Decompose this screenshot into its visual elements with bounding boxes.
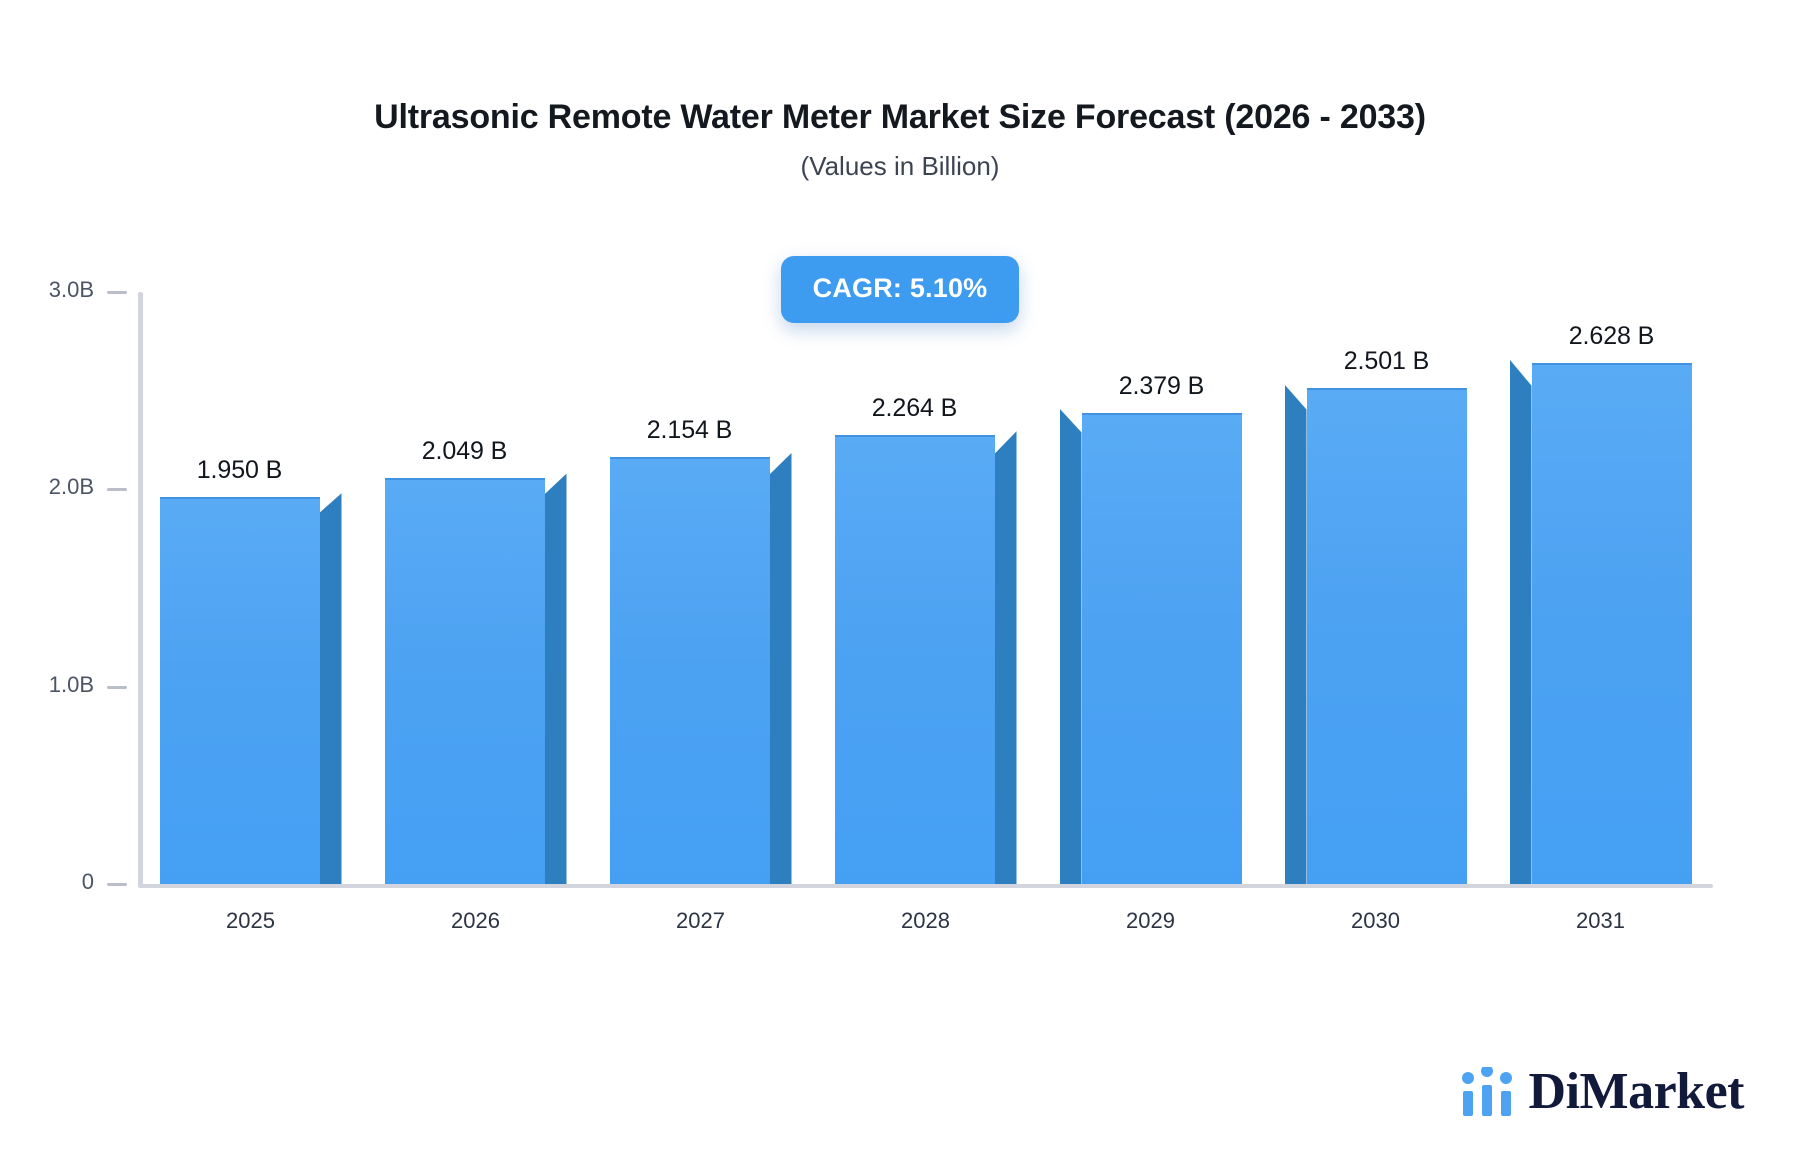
- bar-side-panel: [994, 431, 1017, 884]
- bar-value-label: 2.264 B: [871, 394, 958, 423]
- cagr-badge: CAGR: 5.10%: [780, 256, 1020, 323]
- bar-2025[interactable]: [159, 497, 320, 884]
- chart-subtitle: (Values in Billion): [800, 150, 1000, 181]
- bar-side-panel: [1509, 359, 1532, 884]
- bar-chart-icon: [1461, 1067, 1512, 1116]
- chart-header: Ultrasonic Remote Water Meter Market Siz…: [0, 0, 1800, 182]
- y-axis-tick-label: 3.0B: [48, 277, 94, 302]
- y-axis-tick-mark: [107, 488, 127, 492]
- x-axis-tick-label: 2027: [676, 908, 725, 933]
- y-axis-tick-mark: [107, 291, 127, 294]
- y-axis-tick-mark: [107, 685, 127, 689]
- bar-value-label: 2.154 B: [646, 415, 733, 444]
- brand-logo: DiMarket: [1461, 1063, 1745, 1120]
- cagr-badge-container: CAGR: 5.10%: [0, 256, 1800, 323]
- x-axis-tick-label: 2028: [901, 908, 950, 933]
- bar-side-panel: [1284, 384, 1307, 884]
- bar-2027[interactable]: [609, 456, 770, 884]
- y-axis-line: [138, 292, 143, 887]
- bar-side-panel: [1059, 408, 1082, 884]
- x-axis-tick-label: 2026: [451, 908, 500, 933]
- y-axis-tick-label: 0: [81, 869, 94, 894]
- bar-value-label: 2.379 B: [1118, 371, 1205, 400]
- bar-2031[interactable]: [1531, 363, 1692, 884]
- bar-2030[interactable]: [1306, 388, 1467, 884]
- bar-2028[interactable]: [834, 435, 995, 884]
- bar-side-panel: [319, 493, 342, 884]
- bar-2029[interactable]: [1081, 412, 1242, 884]
- bar-value-label: 2.501 B: [1343, 347, 1430, 376]
- x-axis-tick-label: 2031: [1576, 908, 1625, 933]
- bar-value-label: 2.628 B: [1568, 322, 1655, 351]
- y-axis-tick-mark: [107, 883, 127, 886]
- y-axis-tick-label: 1.0B: [48, 671, 94, 697]
- x-axis-tick-label: 2025: [226, 908, 275, 933]
- y-axis-tick-label: 2.0B: [48, 474, 94, 500]
- page-title: Ultrasonic Remote Water Meter Market Siz…: [374, 98, 1426, 136]
- bar-value-label: 1.950 B: [196, 456, 283, 485]
- x-axis-tick-label: 2029: [1126, 908, 1175, 933]
- x-axis-line: [138, 884, 1713, 888]
- bar-2026[interactable]: [384, 477, 545, 884]
- bar-side-panel: [769, 452, 792, 884]
- bar-side-panel: [544, 473, 567, 884]
- bar-value-label: 2.049 B: [421, 436, 508, 465]
- x-axis-tick-label: 2030: [1351, 908, 1400, 933]
- brand-name: DiMarket: [1528, 1063, 1745, 1120]
